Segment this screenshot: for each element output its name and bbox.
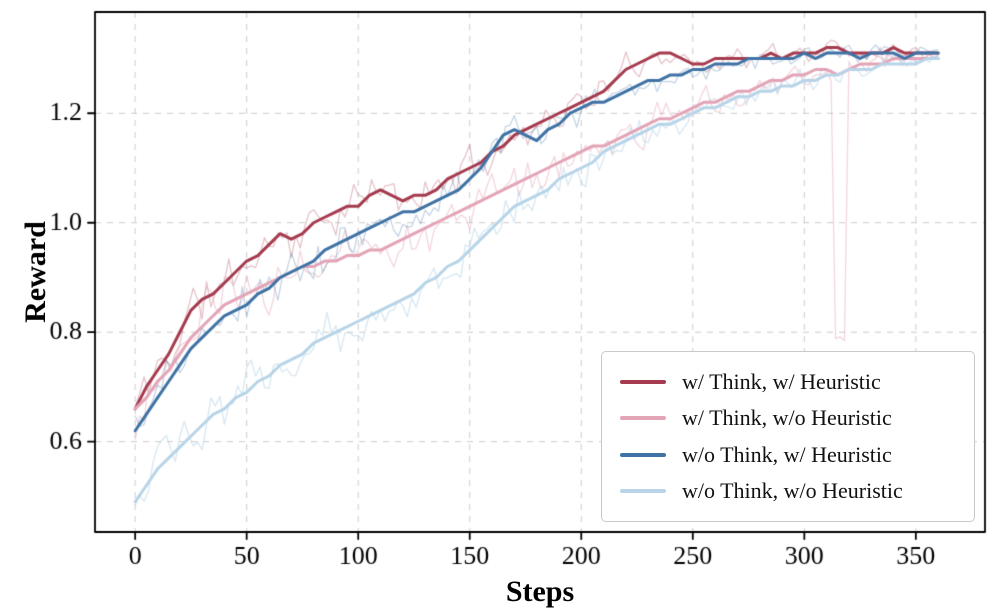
legend-item: w/o Think, w/ Heuristic	[620, 442, 956, 468]
legend-label: w/ Think, w/ Heuristic	[682, 369, 881, 395]
legend-item: w/ Think, w/o Heuristic	[620, 405, 956, 431]
legend-label: w/ Think, w/o Heuristic	[682, 405, 892, 431]
legend-label: w/o Think, w/o Heuristic	[682, 477, 903, 503]
legend-item: w/o Think, w/o Heuristic	[620, 478, 956, 504]
legend-line-swatch	[620, 416, 666, 421]
legend: w/ Think, w/ Heuristic w/ Think, w/o Heu…	[601, 351, 975, 522]
x-axis-label: Steps	[505, 575, 575, 608]
legend-label: w/o Think, w/ Heuristic	[682, 441, 892, 467]
legend-line-swatch	[620, 380, 666, 385]
y-axis-label: Reward	[19, 221, 52, 323]
legend-line-swatch	[620, 488, 666, 493]
legend-line-swatch	[620, 452, 666, 457]
legend-item: w/ Think, w/ Heuristic	[620, 369, 956, 395]
